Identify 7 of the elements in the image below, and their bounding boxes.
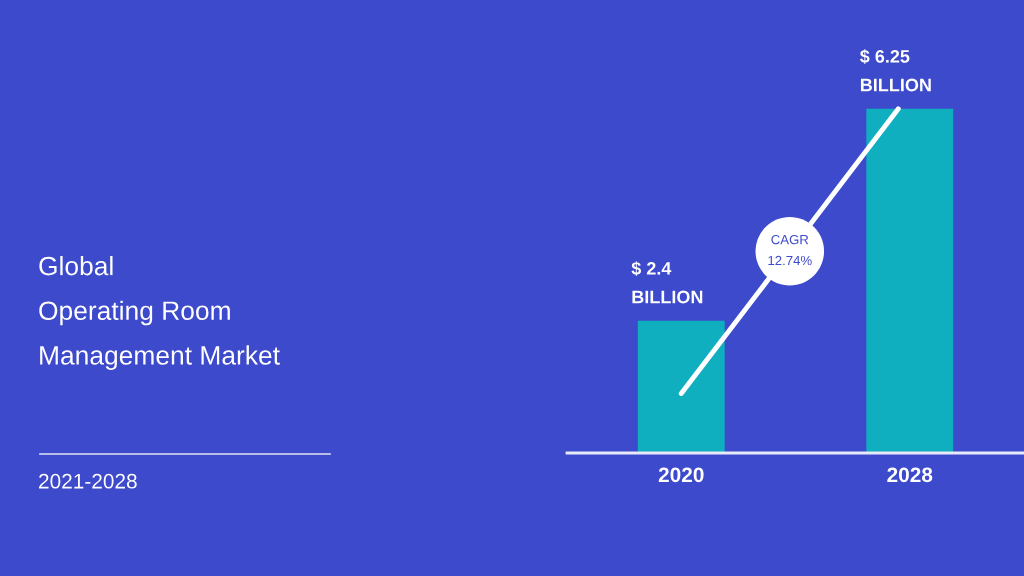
text: 2021-2028	[39, 473, 137, 489]
x-tick-label: 2028	[887, 467, 933, 483]
text: Global Operating Room Management Market	[39, 256, 280, 370]
data-label: $ 6.25 BILLION	[859, 49, 931, 92]
annotation: CAGR 12.74%	[768, 234, 812, 266]
data-label: $ 2.4 BILLION	[631, 261, 703, 304]
x-tick-label: 2020	[658, 467, 704, 483]
